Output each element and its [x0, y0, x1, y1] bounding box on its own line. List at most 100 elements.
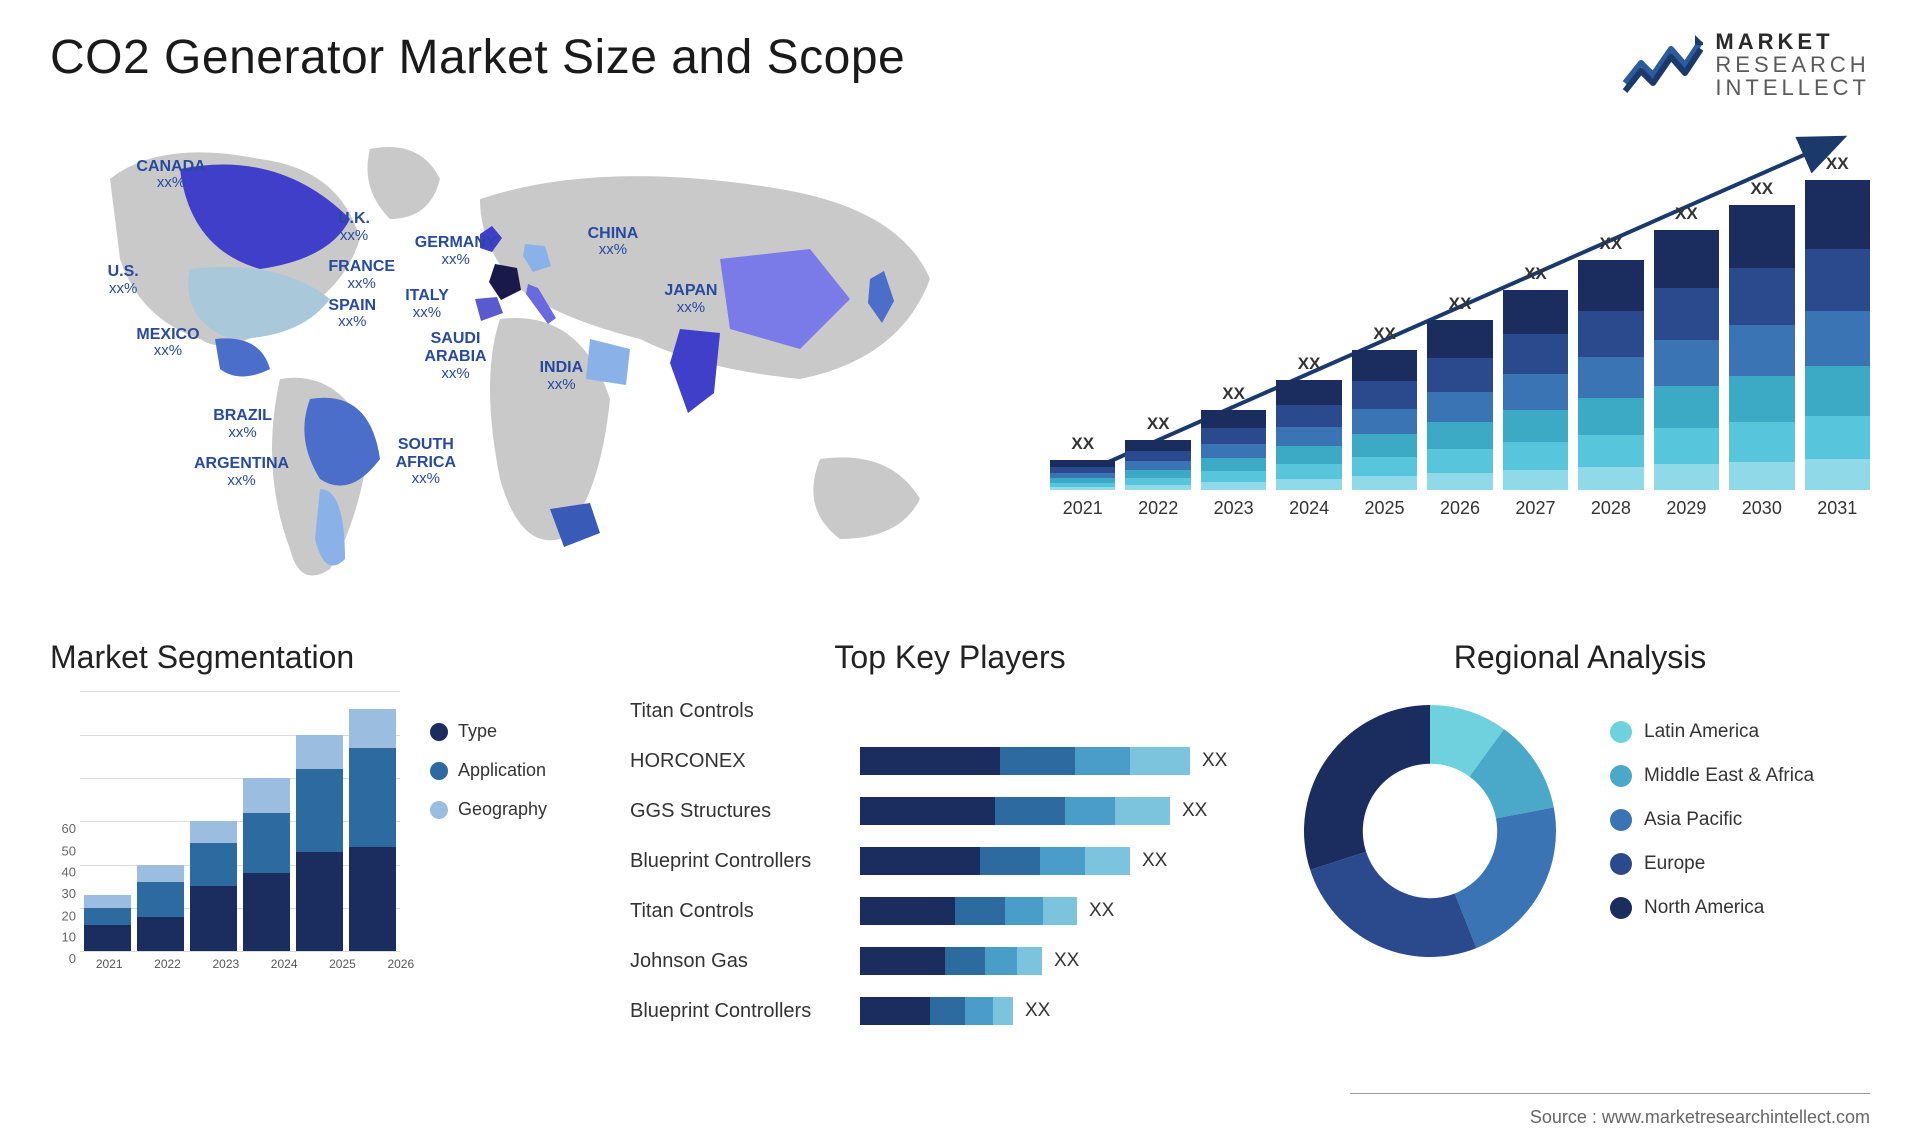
player-value: XX: [1142, 850, 1167, 872]
map-label-safrica: SOUTHAFRICAxx%: [396, 436, 456, 488]
player-bar: [860, 947, 1042, 975]
player-value: XX: [1025, 1000, 1050, 1022]
player-bar: [860, 897, 1077, 925]
growth-bar-value: XX: [1826, 154, 1849, 174]
map-label-india: INDIAxx%: [540, 359, 584, 393]
player-bar: [860, 997, 1013, 1025]
growth-bar-year: 2023: [1214, 498, 1254, 519]
growth-bar-year: 2024: [1289, 498, 1329, 519]
segmentation-legend: Type Application Geography: [430, 691, 547, 971]
growth-bar-value: XX: [1298, 354, 1321, 374]
map-label-germany: GERMANYxx%: [415, 234, 497, 268]
player-name: Titan Controls: [630, 900, 860, 923]
seg-bar-2025: [296, 735, 343, 952]
regional-panel: Regional Analysis Latin AmericaMiddle Ea…: [1290, 639, 1870, 1039]
map-label-brazil: BRAZILxx%: [213, 407, 272, 441]
player-row: HORCONEX XX: [630, 741, 1270, 781]
map-label-saudi: SAUDIARABIAxx%: [424, 330, 486, 382]
growth-bar-2022: XX 2022: [1125, 414, 1190, 519]
map-label-argentina: ARGENTINAxx%: [194, 455, 289, 489]
map-label-japan: JAPANxx%: [664, 282, 717, 316]
growth-bar-value: XX: [1675, 204, 1698, 224]
growth-bar-2024: XX 2024: [1276, 354, 1341, 519]
map-label-us: U.S.xx%: [108, 263, 139, 297]
seg-legend-application: Application: [430, 760, 547, 781]
growth-bar-year: 2021: [1063, 498, 1103, 519]
logo-line3: INTELLECT: [1715, 76, 1870, 99]
source-label: Source : www.marketresearchintellect.com: [1530, 1107, 1870, 1128]
growth-bar-2029: XX 2029: [1654, 204, 1719, 519]
seg-bar-2023: [190, 821, 237, 951]
regional-legend: Latin AmericaMiddle East & AfricaAsia Pa…: [1610, 721, 1814, 941]
player-value: XX: [1089, 900, 1114, 922]
player-name: Johnson Gas: [630, 950, 860, 973]
growth-bar-2030: XX2030: [1729, 179, 1794, 519]
player-name: HORCONEX: [630, 750, 860, 773]
growth-bar-2031: XX 2031: [1805, 154, 1870, 519]
seg-legend-geography: Geography: [430, 799, 547, 820]
growth-bar-year: 2030: [1742, 498, 1782, 519]
player-name: Blueprint Controllers: [630, 850, 860, 873]
player-bar: [860, 747, 1190, 775]
growth-bar-2027: XX 2027: [1503, 264, 1568, 519]
player-row: Blueprint Controllers XX: [630, 841, 1270, 881]
growth-bar-value: XX: [1147, 414, 1170, 434]
player-bar: [860, 847, 1130, 875]
seg-legend-type: Type: [430, 721, 547, 742]
growth-bar-value: XX: [1222, 384, 1245, 404]
regional-legend-item: Europe: [1610, 853, 1814, 875]
map-label-mexico: MEXICOxx%: [136, 326, 199, 360]
growth-bar-2025: XX 2025: [1352, 324, 1417, 519]
growth-bar-year: 2027: [1515, 498, 1555, 519]
growth-bar-2023: XX 2023: [1201, 384, 1266, 519]
map-label-china: CHINAxx%: [588, 225, 639, 259]
growth-bar-year: 2028: [1591, 498, 1631, 519]
logo-line2: RESEARCH: [1715, 53, 1870, 76]
growth-bar-year: 2025: [1365, 498, 1405, 519]
growth-bar-value: XX: [1071, 434, 1094, 454]
segmentation-title: Market Segmentation: [50, 639, 610, 676]
brand-logo: MARKET RESEARCH INTELLECT: [1623, 30, 1870, 99]
seg-bar-2021: [84, 895, 131, 951]
regional-legend-item: Latin America: [1610, 721, 1814, 743]
source-divider: [1350, 1093, 1870, 1094]
player-name: GGS Structures: [630, 800, 860, 823]
donut-slice: [1304, 705, 1430, 870]
player-value: XX: [1202, 750, 1227, 772]
player-row: Titan Controls: [630, 691, 1270, 731]
seg-bar-2022: [137, 865, 184, 952]
growth-bar-2028: XX 2028: [1578, 234, 1643, 519]
regional-legend-item: Asia Pacific: [1610, 809, 1814, 831]
growth-bar-2021: XX 2021: [1050, 434, 1115, 519]
map-label-spain: SPAINxx%: [328, 297, 376, 331]
map-label-france: FRANCExx%: [328, 258, 395, 292]
map-label-uk: U.K.xx%: [338, 210, 370, 244]
key-players-panel: Top Key Players Titan ControlsHORCONEXXX…: [630, 639, 1270, 1039]
seg-bar-2026: [349, 709, 396, 952]
growth-bar-value: XX: [1524, 264, 1547, 284]
growth-bar-value: XX: [1600, 234, 1623, 254]
regional-donut-chart: [1290, 691, 1570, 971]
player-row: Titan Controls XX: [630, 891, 1270, 931]
map-label-canada: CANADAxx%: [136, 158, 205, 192]
seg-bar-2024: [243, 778, 290, 951]
growth-bar-year: 2022: [1138, 498, 1178, 519]
player-value: XX: [1054, 950, 1079, 972]
player-value: XX: [1182, 800, 1207, 822]
donut-slice: [1455, 808, 1556, 949]
player-bar: [860, 797, 1170, 825]
logo-mark-icon: [1623, 33, 1703, 97]
growth-bar-value: XX: [1373, 324, 1396, 344]
player-row: Johnson Gas XX: [630, 941, 1270, 981]
donut-slice: [1310, 852, 1476, 957]
player-name: Blueprint Controllers: [630, 1000, 860, 1023]
growth-bar-year: 2031: [1817, 498, 1857, 519]
map-label-italy: ITALYxx%: [405, 287, 449, 321]
regional-legend-item: North America: [1610, 897, 1814, 919]
growth-bar-2026: XX 2026: [1427, 294, 1492, 519]
growth-chart: XX2021XX2022XX2023XX2024XX2025XX2026XX20…: [1050, 119, 1870, 599]
world-map: CANADAxx% U.S.xx% MEXICOxx% BRAZILxx% ARGENT…: [50, 119, 1010, 599]
growth-bar-year: 2026: [1440, 498, 1480, 519]
growth-bar-value: XX: [1449, 294, 1472, 314]
growth-bar-year: 2029: [1666, 498, 1706, 519]
